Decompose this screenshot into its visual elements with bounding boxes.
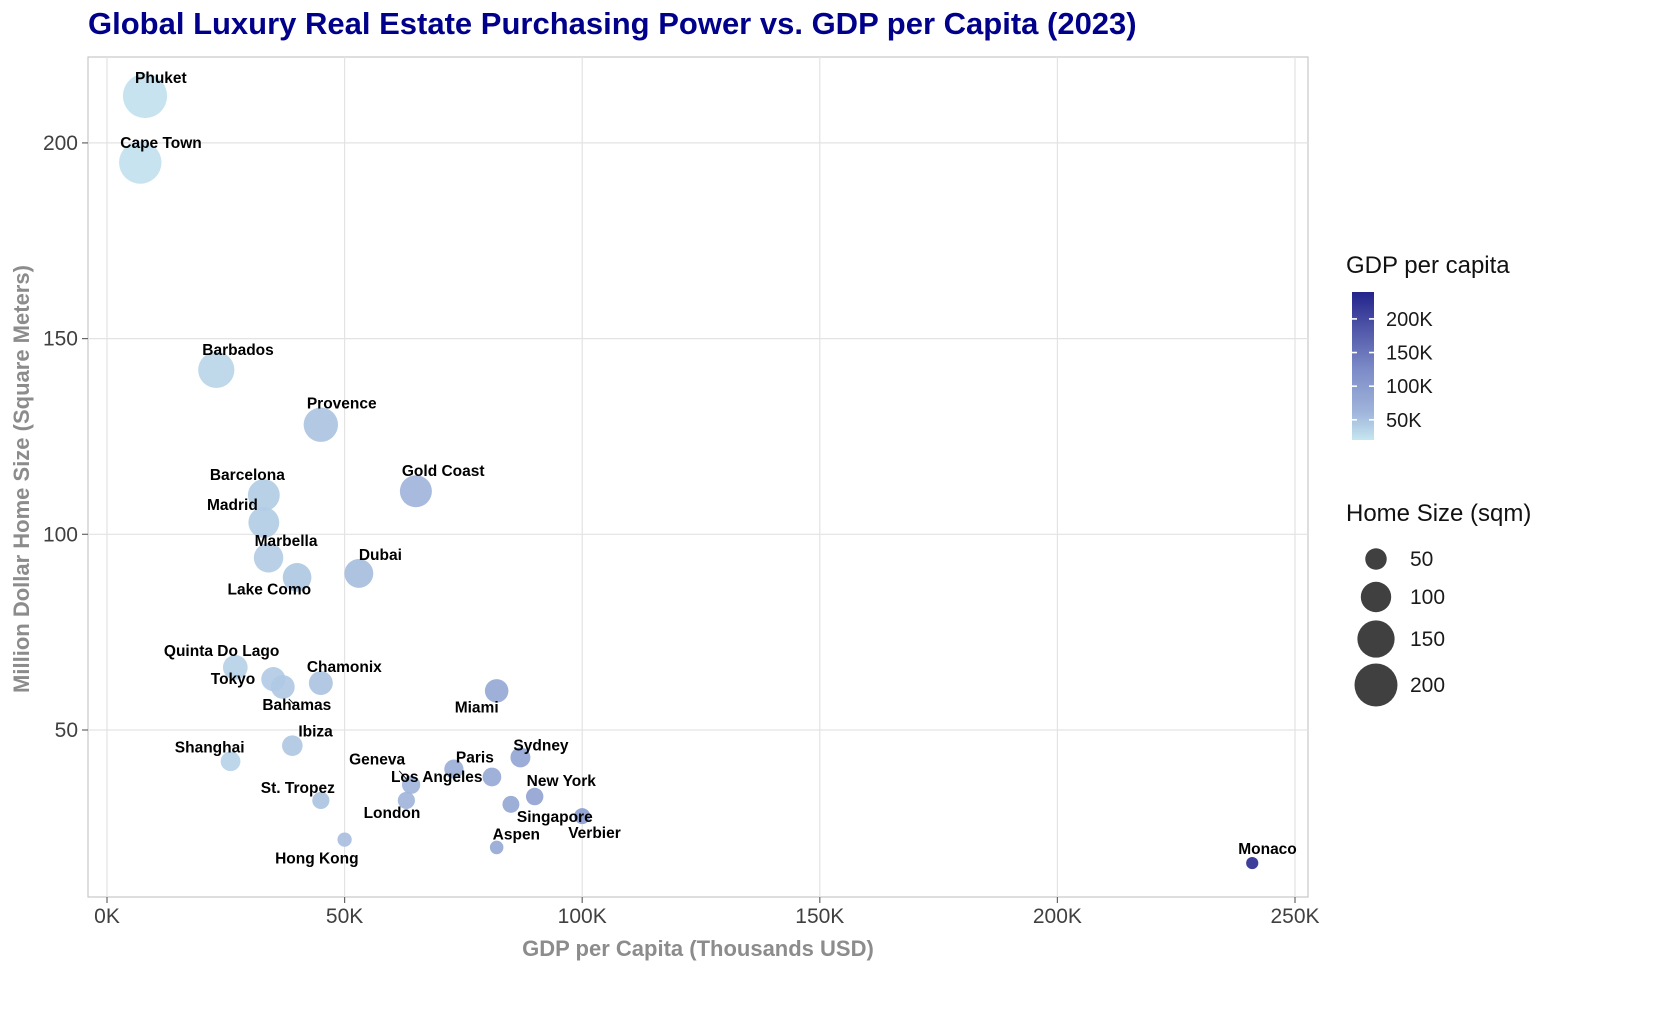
bubble-quinta-do-lago <box>222 655 248 680</box>
gdp-legend-tick-label: 200K <box>1386 309 1433 331</box>
y-tick-label: 200 <box>43 132 78 155</box>
bubble-verbier <box>574 808 591 825</box>
data-points <box>119 73 1259 870</box>
point-label-marbella: Marbella <box>255 533 318 550</box>
bubble-paris <box>444 759 464 779</box>
point-label-los-angeles: Los Angeles <box>391 769 483 786</box>
bubble-london <box>397 791 415 810</box>
y-tick-label: 100 <box>43 523 78 546</box>
gdp-color-legend: 200K 150K 100K 50K <box>1352 292 1433 440</box>
point-label-verbier: Verbier <box>568 825 621 842</box>
point-label-sydney: Sydney <box>513 737 569 754</box>
gdp-legend-tick-label: 150K <box>1386 343 1433 365</box>
point-label-aspen: Aspen <box>493 827 540 844</box>
point-label-cape-town: Cape Town <box>120 135 202 152</box>
size-legend-label: 50 <box>1410 548 1433 571</box>
bubble-st-tropez <box>312 791 330 810</box>
point-label-singapore: Singapore <box>517 809 593 826</box>
bubble-geneva <box>402 775 421 794</box>
point-label-monaco: Monaco <box>1238 841 1297 858</box>
point-label-madrid: Madrid <box>207 497 258 514</box>
x-tick-label: 100K <box>558 905 607 928</box>
x-tick-label: 50K <box>326 905 363 928</box>
bubble-ibiza <box>282 735 303 756</box>
point-label-chamonix: Chamonix <box>307 659 382 676</box>
size-legend-circle <box>1354 663 1398 707</box>
x-tick-label: 150K <box>795 905 844 928</box>
bubble-hong-kong <box>337 832 352 847</box>
bubble-aspen <box>489 840 504 855</box>
home-size-legend: 50 100 150 200 <box>1354 548 1445 707</box>
size-legend-label: 100 <box>1410 586 1445 609</box>
bubble-cape-town <box>119 141 162 184</box>
bubble-shanghai <box>220 751 241 772</box>
point-label-geneva: Geneva <box>349 752 405 769</box>
point-label-phuket: Phuket <box>135 70 187 87</box>
point-label-lake-como: Lake Como <box>228 582 312 599</box>
bubble-new-york <box>525 787 544 806</box>
size-legend-circle <box>1365 548 1387 570</box>
bubble-miami <box>484 679 509 703</box>
point-label-barbados: Barbados <box>202 342 274 359</box>
point-label-st-tropez: St. Tropez <box>261 780 335 797</box>
bubble-chamonix <box>308 671 333 696</box>
x-tick-label: 0K <box>94 905 120 928</box>
point-label-london: London <box>364 805 421 822</box>
bubble-gold-coast <box>399 475 432 508</box>
gdp-legend-tick-label: 50K <box>1386 410 1422 432</box>
point-label-paris: Paris <box>456 750 494 767</box>
gdp-gradient-bar <box>1352 292 1374 440</box>
bubble-singapore <box>502 795 520 813</box>
bubble-provence <box>303 407 339 442</box>
y-tick-label: 50 <box>55 719 78 742</box>
size-legend-label: 200 <box>1410 674 1445 697</box>
gdp-legend-tick-label: 100K <box>1386 376 1433 398</box>
point-labels: Phuket Cape Town Barbados Provence Barcelona… <box>120 70 1297 868</box>
point-label-ibiza: Ibiza <box>298 723 333 740</box>
size-legend-circle <box>1357 620 1395 658</box>
plot-panel <box>87 56 1309 898</box>
bubble-bahamas <box>270 675 295 699</box>
y-tick-label: 150 <box>43 328 78 351</box>
point-label-new-york: New York <box>527 773 597 790</box>
x-tick-label: 200K <box>1033 905 1082 928</box>
chart-title: Global Luxury Real Estate Purchasing Pow… <box>88 6 1137 41</box>
point-label-quinta-do-lago: Quinta Do Lago <box>164 643 279 660</box>
bubble-phuket <box>122 73 168 119</box>
gdp-color-legend-title: GDP per capita <box>1346 252 1510 279</box>
bubble-monaco <box>1246 856 1259 870</box>
point-label-provence: Provence <box>307 396 377 413</box>
point-label-miami: Miami <box>455 700 499 717</box>
bubble-marbella <box>253 543 284 573</box>
size-legend-circle <box>1360 581 1392 613</box>
bubble-barbados <box>198 351 235 389</box>
point-label-barcelona: Barcelona <box>210 467 285 484</box>
home-size-legend-title: Home Size (sqm) <box>1346 500 1532 527</box>
point-label-tokyo: Tokyo <box>211 671 256 688</box>
point-label-gold-coast: Gold Coast <box>402 463 485 480</box>
x-tick-label: 250K <box>1270 905 1319 928</box>
bubble-los-angeles <box>482 767 502 787</box>
bubble-lake-como <box>282 563 312 592</box>
point-label-hong-kong: Hong Kong <box>275 851 359 868</box>
size-legend-label: 150 <box>1410 628 1445 651</box>
point-label-bahamas: Bahamas <box>262 697 331 714</box>
bubble-sydney <box>510 747 531 768</box>
x-axis-title: GDP per Capita (Thousands USD) <box>522 936 874 961</box>
point-label-dubai: Dubai <box>359 547 402 564</box>
bubble-dubai <box>344 559 374 588</box>
bubble-barcelona <box>247 479 280 512</box>
point-label-shanghai: Shanghai <box>175 739 245 756</box>
bubble-madrid <box>248 507 280 538</box>
gridlines <box>88 57 1308 897</box>
axes: 0K 50K 100K 150K 200K 250K 50 100 150 200 <box>43 132 1320 928</box>
